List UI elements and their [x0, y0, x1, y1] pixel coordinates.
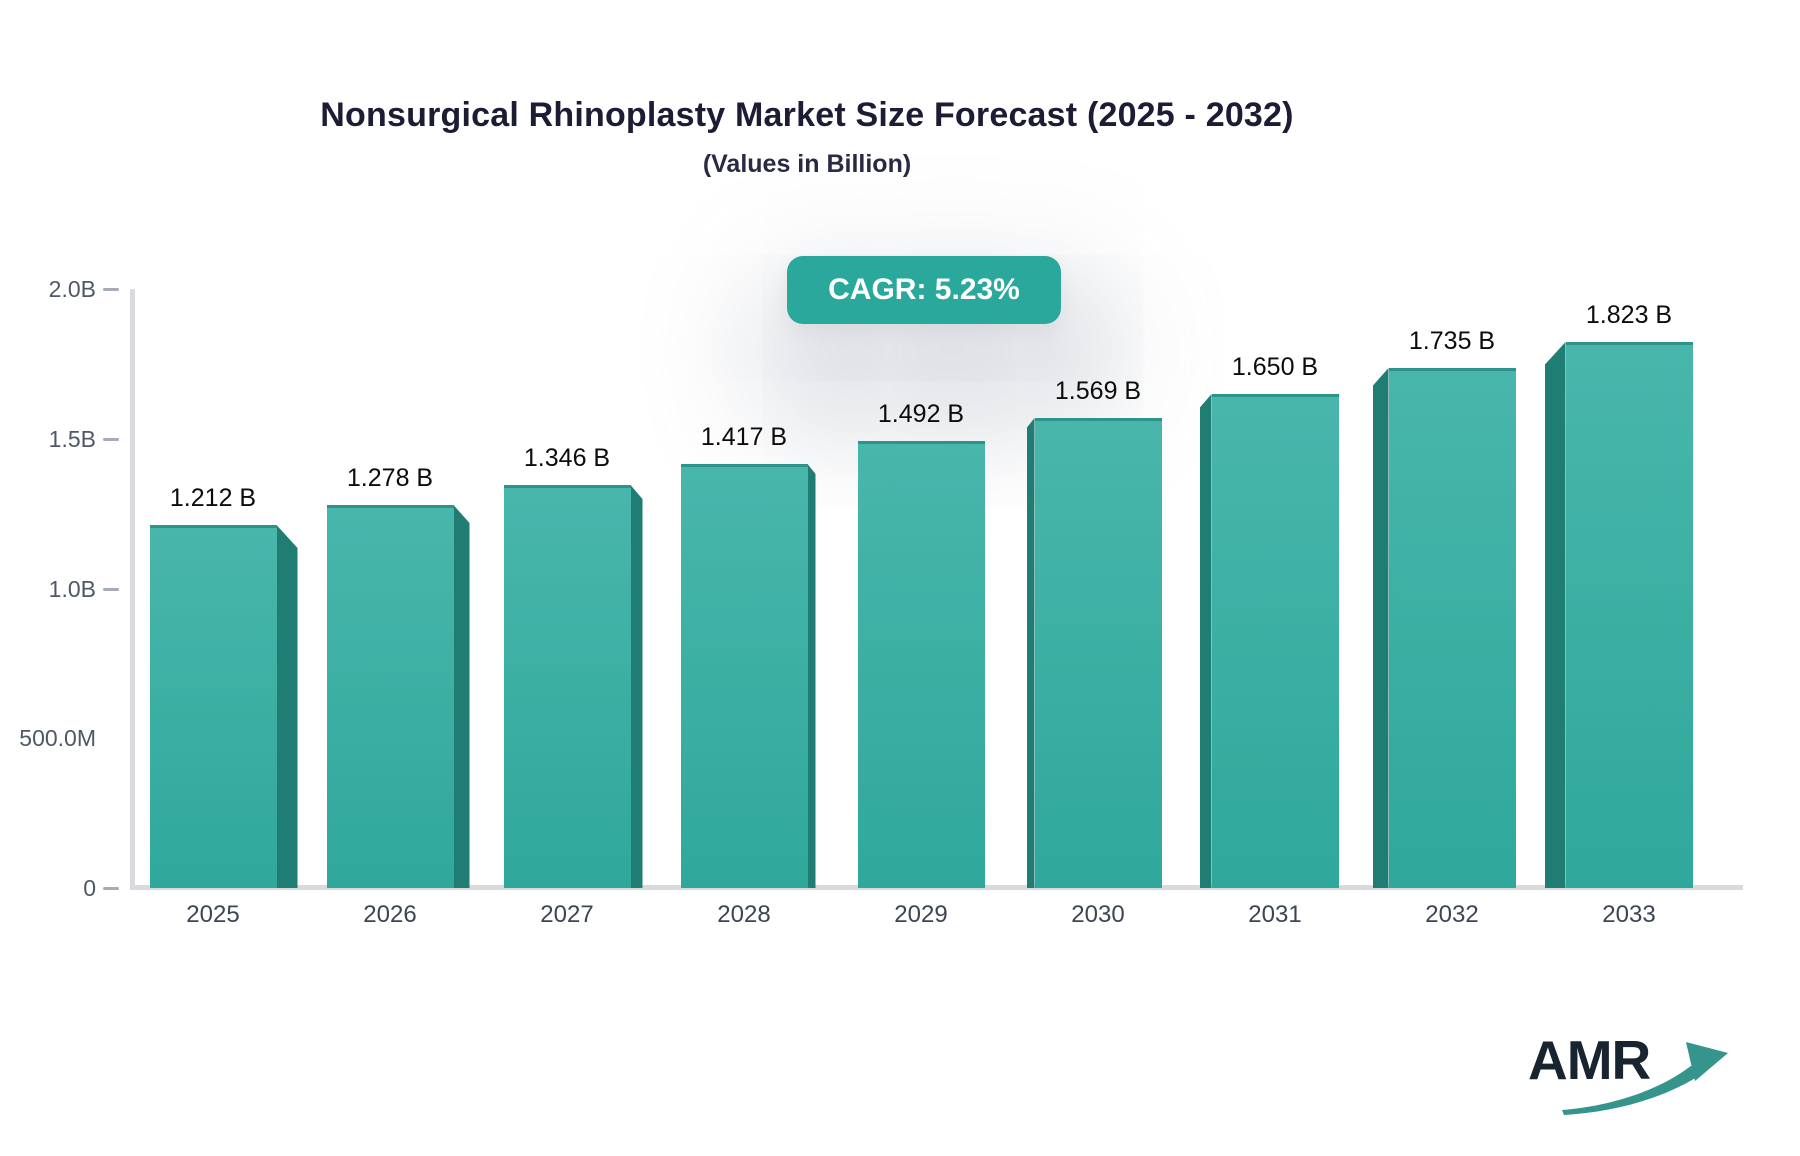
bar-side-shade: [1372, 368, 1389, 888]
x-tick-label: 2028: [717, 901, 771, 928]
bar-face: [326, 505, 454, 888]
bar-face: [680, 464, 808, 888]
y-tick-label: 1.5B: [48, 425, 96, 452]
bar-value-label: 1.346 B: [523, 444, 611, 472]
x-tick-label: 2026: [363, 901, 417, 928]
x-tick-label: 2025: [186, 901, 240, 928]
x-tick-label: 2027: [540, 901, 594, 928]
bar-2027: [503, 485, 643, 888]
bar-2030: [1026, 418, 1162, 888]
bar-2032: [1372, 368, 1516, 888]
y-tick-mark: [103, 288, 119, 291]
bar-top-edge: [503, 485, 631, 488]
y-tick-mark: [103, 437, 119, 441]
y-tick-label: 1.0B: [48, 575, 96, 602]
bar-2031: [1199, 394, 1339, 888]
bar-value-label: 1.823 B: [1585, 301, 1673, 329]
x-tick-label: 2030: [1071, 901, 1125, 928]
bar-top-edge: [1034, 418, 1162, 421]
bar-face: [503, 485, 631, 888]
bar-top-edge: [326, 505, 454, 508]
y-tick-mark: [103, 887, 119, 890]
bar-2028: [680, 464, 816, 888]
bar-side-shade: [630, 485, 643, 888]
bar-side-shade: [276, 525, 298, 888]
bar-face: [149, 525, 277, 888]
bar-face: [1565, 342, 1693, 888]
bar-side-shade: [1544, 342, 1566, 888]
chart-title: Nonsurgical Rhinoplasty Market Size Fore…: [320, 96, 1294, 134]
y-tick-label: 2.0B: [48, 276, 96, 302]
bar-side-shade: [807, 464, 816, 888]
bar-side-shade: [1199, 394, 1212, 888]
bar-top-edge: [1388, 368, 1516, 371]
bar-value-label: 1.569 B: [1054, 377, 1142, 405]
x-tick-label: 2033: [1602, 901, 1656, 928]
bar-value-label: 1.735 B: [1408, 327, 1496, 355]
y-tick-mark: [103, 587, 119, 591]
bar-2025: [149, 525, 298, 888]
bar-top-edge: [857, 441, 985, 444]
x-tick-label: 2029: [894, 901, 948, 928]
bar-value-label: 1.417 B: [700, 423, 788, 451]
growth-arrow-icon: [1562, 1042, 1728, 1115]
bar-face: [857, 441, 985, 888]
bar-face: [1034, 418, 1162, 888]
brand-logo: AMR: [1528, 1029, 1651, 1091]
cagr-badge: CAGR: 5.23%: [787, 256, 1061, 324]
bar-value-label: 1.650 B: [1231, 353, 1319, 381]
bar-side-shade: [1026, 418, 1035, 888]
x-tick-label: 2031: [1248, 901, 1302, 928]
chart-subtitle: (Values in Billion): [702, 150, 912, 178]
bar-2026: [326, 505, 470, 888]
cagr-badge-label: CAGR: 5.23%: [828, 273, 1020, 306]
bar-2033: [1544, 342, 1693, 888]
bar-2029: [857, 441, 985, 888]
y-axis-line: [130, 289, 135, 888]
bar-side-shade: [453, 505, 470, 888]
bar-value-label: 1.278 B: [346, 464, 434, 492]
bar-top-edge: [1565, 342, 1693, 345]
bar-top-edge: [1211, 394, 1339, 397]
y-tick-label: 0: [83, 875, 96, 901]
bar-face: [1211, 394, 1339, 888]
bar-value-label: 1.212 B: [169, 484, 257, 512]
y-tick-label: 500.0M: [19, 725, 96, 752]
bar-top-edge: [149, 525, 277, 528]
bar-top-edge: [680, 464, 808, 467]
bar-face: [1388, 368, 1516, 888]
bar-value-label: 1.492 B: [877, 400, 965, 428]
x-tick-label: 2032: [1425, 901, 1479, 928]
